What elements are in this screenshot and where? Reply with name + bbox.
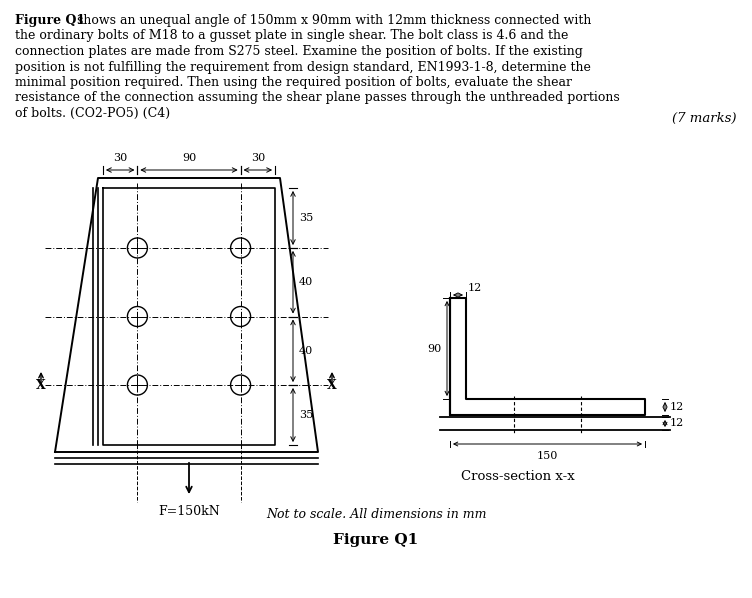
Text: 90: 90: [182, 153, 196, 163]
Text: minimal position required. Then using the required position of bolts, evaluate t: minimal position required. Then using th…: [15, 76, 572, 89]
Text: 12: 12: [670, 419, 684, 429]
Text: X: X: [36, 379, 46, 392]
Text: 30: 30: [113, 153, 127, 163]
Text: (7 marks): (7 marks): [672, 112, 737, 125]
Text: of bolts. (CO2-PO5) (C4): of bolts. (CO2-PO5) (C4): [15, 107, 170, 120]
Text: 12: 12: [670, 402, 684, 412]
Text: 90: 90: [428, 343, 442, 353]
Text: F=150kN: F=150kN: [158, 505, 220, 518]
Text: 35: 35: [299, 410, 314, 420]
Text: 40: 40: [299, 277, 314, 287]
Text: 35: 35: [299, 213, 314, 223]
Text: the ordinary bolts of M18 to a gusset plate in single shear. The bolt class is 4: the ordinary bolts of M18 to a gusset pl…: [15, 29, 569, 42]
Text: 40: 40: [299, 346, 314, 356]
Text: resistance of the connection assuming the shear plane passes through the unthrea: resistance of the connection assuming th…: [15, 91, 620, 105]
Text: X: X: [327, 379, 337, 392]
Text: Cross-section x-x: Cross-section x-x: [462, 470, 575, 483]
Text: shows an unequal angle of 150mm x 90mm with 12mm thickness connected with: shows an unequal angle of 150mm x 90mm w…: [73, 14, 591, 27]
Text: Figure Q1: Figure Q1: [333, 533, 419, 547]
Text: position is not fulfilling the requirement from design standard, EN1993-1-8, det: position is not fulfilling the requireme…: [15, 60, 591, 74]
Text: connection plates are made from S275 steel. Examine the position of bolts. If th: connection plates are made from S275 ste…: [15, 45, 583, 58]
Text: Figure Q1: Figure Q1: [15, 14, 85, 27]
Text: 150: 150: [537, 451, 558, 461]
Text: Not to scale. All dimensions in mm: Not to scale. All dimensions in mm: [265, 508, 487, 521]
Text: 30: 30: [250, 153, 265, 163]
Text: 12: 12: [468, 283, 482, 293]
